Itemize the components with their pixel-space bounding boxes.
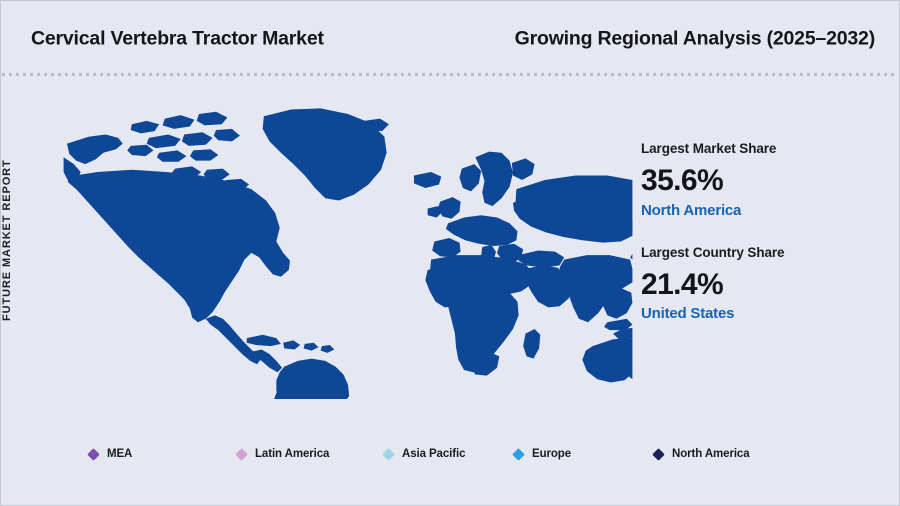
legend-item-europe: Europe [512, 447, 572, 461]
stats-panel: Largest Market Share 35.6% North America… [641, 141, 886, 348]
world-map [63, 89, 633, 399]
diamond-marker-icon [512, 447, 525, 461]
stat-largest-country-share: Largest Country Share 21.4% United State… [641, 245, 886, 323]
header-divider [2, 73, 898, 76]
watermark-label: FUTURE MARKET REPORT [1, 159, 13, 321]
legend-label: MEA [107, 448, 133, 460]
legend-item-mea: MEA [87, 447, 133, 461]
legend-item-asia-pacific: Asia Pacific [382, 447, 466, 461]
header: Cervical Vertebra Tractor Market Growing… [1, 1, 899, 73]
stat-value: 35.6% [641, 164, 724, 197]
world-map-svg [63, 108, 633, 399]
stat-value: 21.4% [641, 267, 724, 301]
stat-largest-market-share: Largest Market Share 35.6% North America [641, 141, 886, 219]
watermark-brand: FUTURE MARKET REPORT [1, 159, 13, 321]
diamond-marker-icon [382, 447, 395, 461]
page-title: Cervical Vertebra Tractor Market [31, 27, 324, 50]
legend-label: North America [672, 448, 750, 460]
header-subtitle: Growing Regional Analysis (2025–2032) [514, 27, 876, 50]
legend-label: Asia Pacific [402, 448, 466, 460]
legend-item-north-america: North America [652, 447, 750, 461]
stat-region: United States [641, 305, 735, 322]
stat-label: Largest Country Share [641, 244, 785, 260]
diamond-marker-icon [235, 447, 248, 461]
diamond-marker-icon [87, 447, 100, 461]
world-map-landmasses [63, 108, 633, 399]
legend-item-latin-america: Latin America [235, 447, 330, 461]
map-legend: MEA Latin America Asia Pacific Europe No… [87, 447, 789, 468]
diamond-marker-icon [652, 447, 665, 461]
legend-label: Latin America [255, 448, 330, 460]
stat-label: Largest Market Share [641, 141, 777, 156]
legend-label: Europe [532, 448, 572, 460]
stat-region: North America [641, 201, 742, 219]
